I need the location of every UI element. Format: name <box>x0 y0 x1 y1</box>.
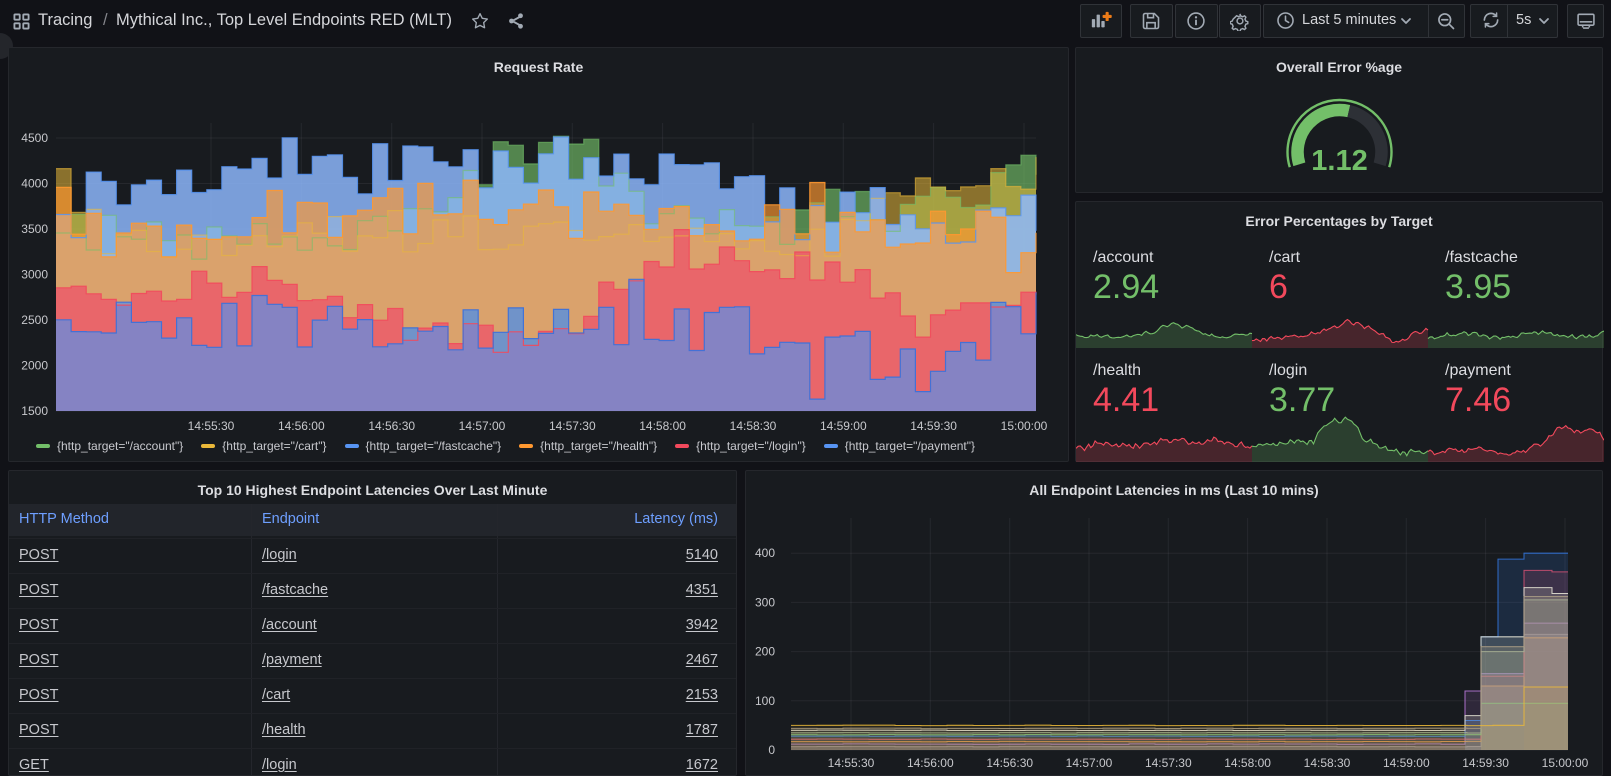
svg-text:14:58:30: 14:58:30 <box>730 419 777 433</box>
svg-text:14:56:00: 14:56:00 <box>907 756 954 770</box>
svg-text:2000: 2000 <box>21 359 48 373</box>
svg-text:14:57:00: 14:57:00 <box>1066 756 1113 770</box>
svg-text:100: 100 <box>755 694 775 708</box>
svg-text:14:57:30: 14:57:30 <box>549 419 596 433</box>
svg-text:15:00:00: 15:00:00 <box>1542 756 1589 770</box>
svg-text:200: 200 <box>755 645 775 659</box>
svg-text:14:58:00: 14:58:00 <box>639 419 686 433</box>
svg-text:0: 0 <box>768 743 775 757</box>
svg-text:4000: 4000 <box>21 177 48 191</box>
svg-text:14:56:30: 14:56:30 <box>986 756 1033 770</box>
svg-text:400: 400 <box>755 546 775 560</box>
svg-text:300: 300 <box>755 595 775 609</box>
svg-text:14:56:00: 14:56:00 <box>278 419 325 433</box>
svg-text:14:59:00: 14:59:00 <box>820 419 867 433</box>
svg-text:1500: 1500 <box>21 404 48 418</box>
svg-text:14:56:30: 14:56:30 <box>368 419 415 433</box>
svg-text:14:58:00: 14:58:00 <box>1224 756 1271 770</box>
svg-text:14:59:00: 14:59:00 <box>1383 756 1430 770</box>
svg-text:3000: 3000 <box>21 268 48 282</box>
svg-text:14:59:30: 14:59:30 <box>910 419 957 433</box>
svg-text:15:00:00: 15:00:00 <box>1001 419 1048 433</box>
svg-text:14:57:00: 14:57:00 <box>459 419 506 433</box>
svg-text:3500: 3500 <box>21 222 48 236</box>
svg-text:2500: 2500 <box>21 313 48 327</box>
svg-text:14:58:30: 14:58:30 <box>1304 756 1351 770</box>
svg-text:14:55:30: 14:55:30 <box>188 419 235 433</box>
svg-text:14:57:30: 14:57:30 <box>1145 756 1192 770</box>
svg-text:14:59:30: 14:59:30 <box>1462 756 1509 770</box>
svg-text:14:55:30: 14:55:30 <box>828 756 875 770</box>
svg-text:1.12: 1.12 <box>1311 145 1367 177</box>
svg-text:4500: 4500 <box>21 131 48 145</box>
